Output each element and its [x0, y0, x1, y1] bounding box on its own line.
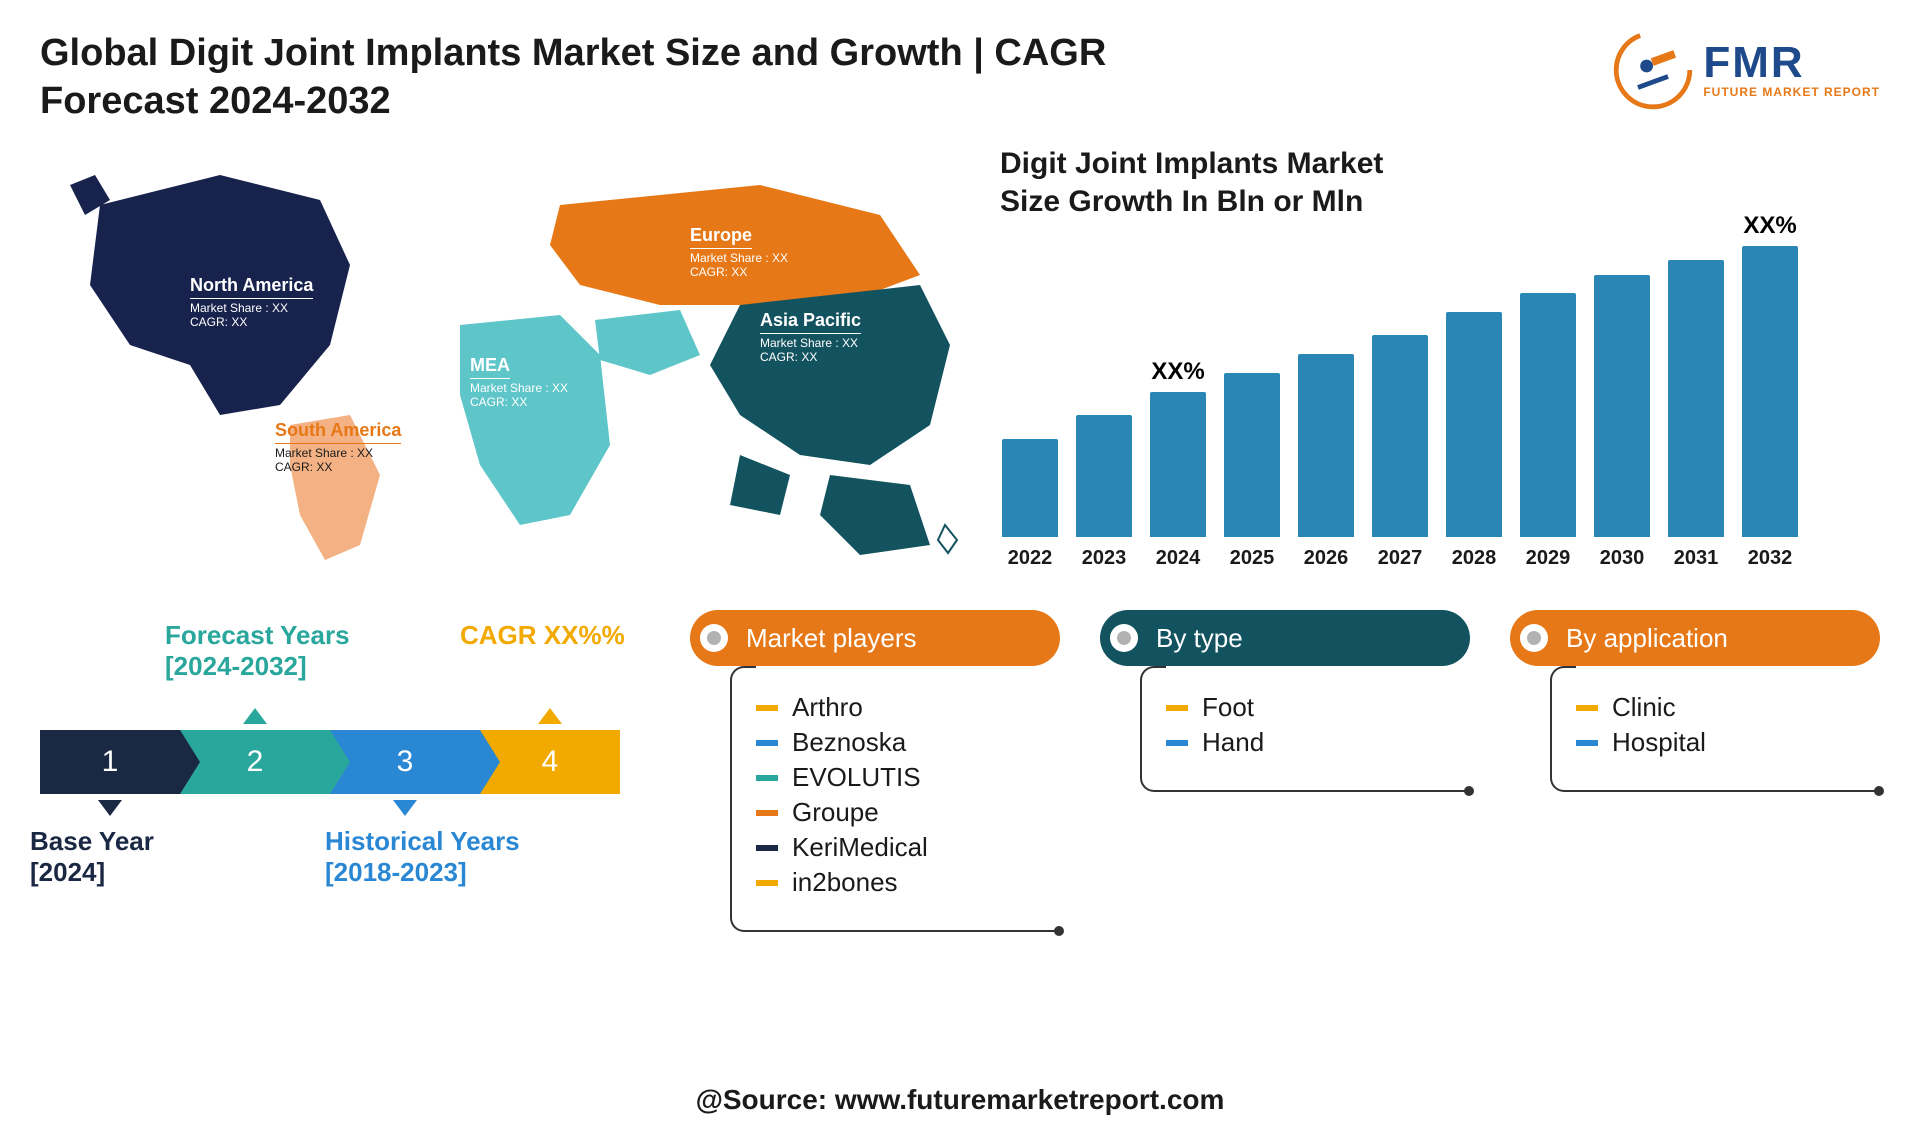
logo-text-main: FMR: [1703, 41, 1880, 85]
timeline-label-3: Historical Years[2018-2023]: [325, 826, 520, 888]
region-label-mea: MEAMarket Share : XXCAGR: XX: [470, 355, 568, 409]
logo-text-sub: FUTURE MARKET REPORT: [1703, 85, 1880, 99]
bar-2023: 2023: [1074, 415, 1134, 570]
chart-title: Digit Joint Implants Market Size Growth …: [1000, 145, 1420, 220]
list-item: KeriMedical: [756, 832, 1060, 863]
timeline-label-1: Base Year[2024]: [30, 826, 154, 888]
bracket-icon: Arthro Beznoska EVOLUTIS Groupe KeriMedical i…: [730, 684, 1060, 932]
bar-2026: 2026: [1296, 354, 1356, 570]
list-item: EVOLUTIS: [756, 762, 1060, 793]
chevron-down-icon: [98, 800, 122, 816]
pill-header: By type: [1100, 610, 1470, 666]
dot-icon: [1110, 624, 1138, 652]
growth-bar-chart: Digit Joint Implants Market Size Growth …: [1000, 145, 1880, 570]
bar-2028: 2028: [1444, 312, 1504, 570]
bar-2022: 2022: [1000, 439, 1060, 570]
bar-2025: 2025: [1222, 373, 1282, 570]
pill-header: By application: [1510, 610, 1880, 666]
timeline-seg-4: 4: [480, 730, 620, 794]
list-item: Foot: [1166, 692, 1470, 723]
world-map: North AmericaMarket Share : XXCAGR: XX So…: [40, 145, 960, 565]
dot-icon: [1520, 624, 1548, 652]
list-item: Arthro: [756, 692, 1060, 723]
region-label-na: North AmericaMarket Share : XXCAGR: XX: [190, 275, 313, 329]
region-label-eu: EuropeMarket Share : XXCAGR: XX: [690, 225, 788, 279]
list-item: Clinic: [1576, 692, 1880, 723]
bar-2031: 2031: [1666, 260, 1726, 570]
page-title: Global Digit Joint Implants Market Size …: [40, 30, 1240, 125]
bar-2027: 2027: [1370, 335, 1430, 570]
chevron-up-icon: [243, 708, 267, 724]
list-item: in2bones: [756, 867, 1060, 898]
timeline-label-4: CAGR XX%%: [460, 620, 625, 651]
timeline-seg-3: 3: [330, 730, 480, 794]
list-item: Hand: [1166, 727, 1470, 758]
region-label-ap: Asia PacificMarket Share : XXCAGR: XX: [760, 310, 861, 364]
chevron-up-icon: [538, 708, 562, 724]
timeline-chevron: Base Year[2024]Forecast Years[2024-2032]…: [40, 610, 660, 890]
dot-icon: [700, 624, 728, 652]
bracket-icon: Clinic Hospital: [1550, 684, 1880, 792]
brand-logo: FMR FUTURE MARKET REPORT: [1613, 30, 1880, 110]
list-item: Hospital: [1576, 727, 1880, 758]
bar-2029: 2029: [1518, 293, 1578, 570]
timeline-label-2: Forecast Years[2024-2032]: [165, 620, 350, 682]
timeline-seg-1: 1: [40, 730, 180, 794]
timeline-seg-2: 2: [180, 730, 330, 794]
category-2: By application Clinic Hospital: [1510, 610, 1880, 932]
bar-2030: 2030: [1592, 275, 1652, 571]
chevron-down-icon: [393, 800, 417, 816]
list-item: Beznoska: [756, 727, 1060, 758]
region-label-sa: South AmericaMarket Share : XXCAGR: XX: [275, 420, 401, 474]
telescope-icon: [1613, 30, 1693, 110]
bracket-icon: Foot Hand: [1140, 684, 1470, 792]
source-attribution: @Source: www.futuremarketreport.com: [0, 1084, 1920, 1116]
list-item: Groupe: [756, 797, 1060, 828]
bar-2024: XX%2024: [1148, 358, 1208, 570]
category-1: By type Foot Hand: [1100, 610, 1470, 932]
pill-header: Market players: [690, 610, 1060, 666]
bar-2032: XX%2032: [1740, 212, 1800, 570]
category-0: Market players Arthro Beznoska EVOLUTIS Grou…: [690, 610, 1060, 932]
